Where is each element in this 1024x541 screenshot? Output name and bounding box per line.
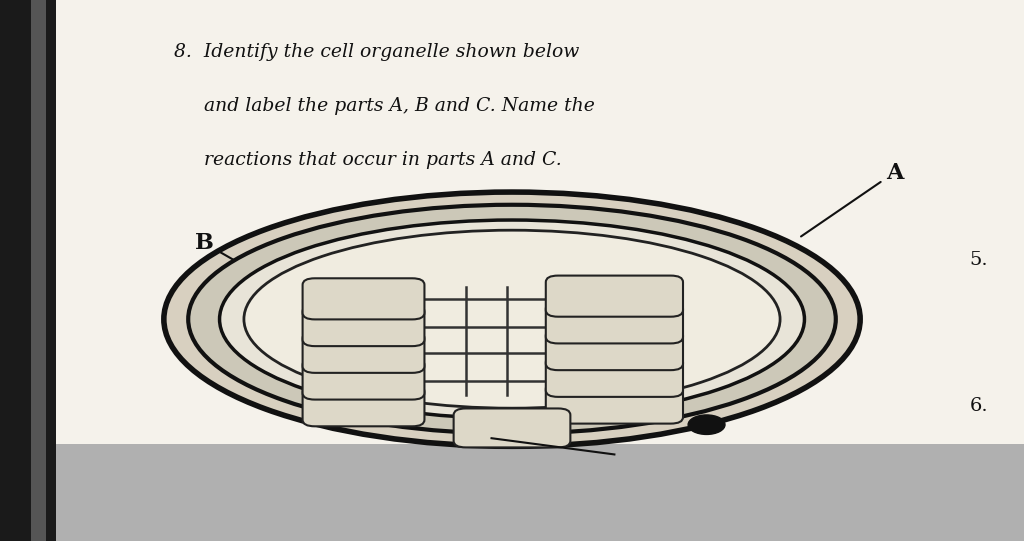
Ellipse shape	[244, 230, 780, 408]
Circle shape	[688, 415, 725, 434]
Text: 6.: 6.	[970, 397, 988, 415]
Ellipse shape	[188, 205, 836, 434]
FancyBboxPatch shape	[546, 356, 683, 397]
Text: 8.  Identify the cell organelle shown below: 8. Identify the cell organelle shown bel…	[174, 43, 580, 61]
FancyBboxPatch shape	[546, 382, 683, 424]
Ellipse shape	[164, 192, 860, 446]
Ellipse shape	[219, 220, 805, 418]
Text: and label the parts A, B and C. Name the: and label the parts A, B and C. Name the	[174, 97, 595, 115]
FancyBboxPatch shape	[546, 329, 683, 370]
FancyBboxPatch shape	[546, 302, 683, 344]
Text: reactions that occur in parts A and C.: reactions that occur in parts A and C.	[174, 151, 562, 169]
FancyBboxPatch shape	[454, 408, 570, 447]
FancyBboxPatch shape	[303, 332, 424, 373]
FancyBboxPatch shape	[0, 0, 31, 541]
FancyBboxPatch shape	[0, 444, 1024, 541]
Text: 5.: 5.	[970, 250, 988, 269]
FancyBboxPatch shape	[303, 278, 424, 319]
Text: B: B	[195, 232, 264, 277]
FancyBboxPatch shape	[31, 0, 46, 541]
FancyBboxPatch shape	[46, 0, 56, 541]
FancyBboxPatch shape	[303, 359, 424, 400]
Text: A: A	[801, 162, 903, 236]
FancyBboxPatch shape	[546, 275, 683, 316]
FancyBboxPatch shape	[303, 305, 424, 346]
FancyBboxPatch shape	[303, 385, 424, 426]
